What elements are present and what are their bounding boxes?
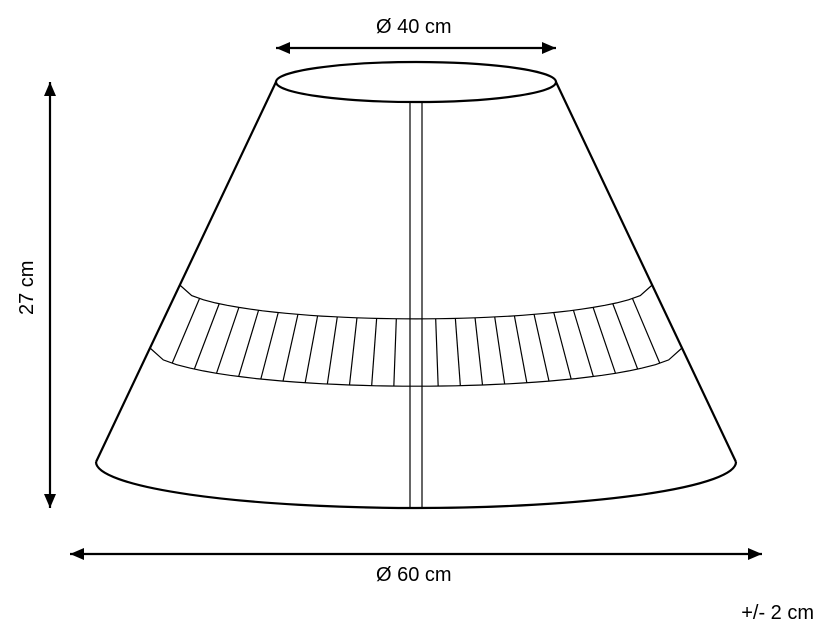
label-height: 27 cm	[16, 261, 39, 315]
label-bottom-diameter: Ø 60 cm	[376, 564, 452, 587]
label-tolerance: +/- 2 cm	[741, 602, 814, 625]
diagram-svg	[0, 0, 834, 639]
label-top-diameter: Ø 40 cm	[376, 16, 452, 39]
dimension-diagram: Ø 40 cm Ø 60 cm 27 cm +/- 2 cm	[0, 0, 834, 639]
